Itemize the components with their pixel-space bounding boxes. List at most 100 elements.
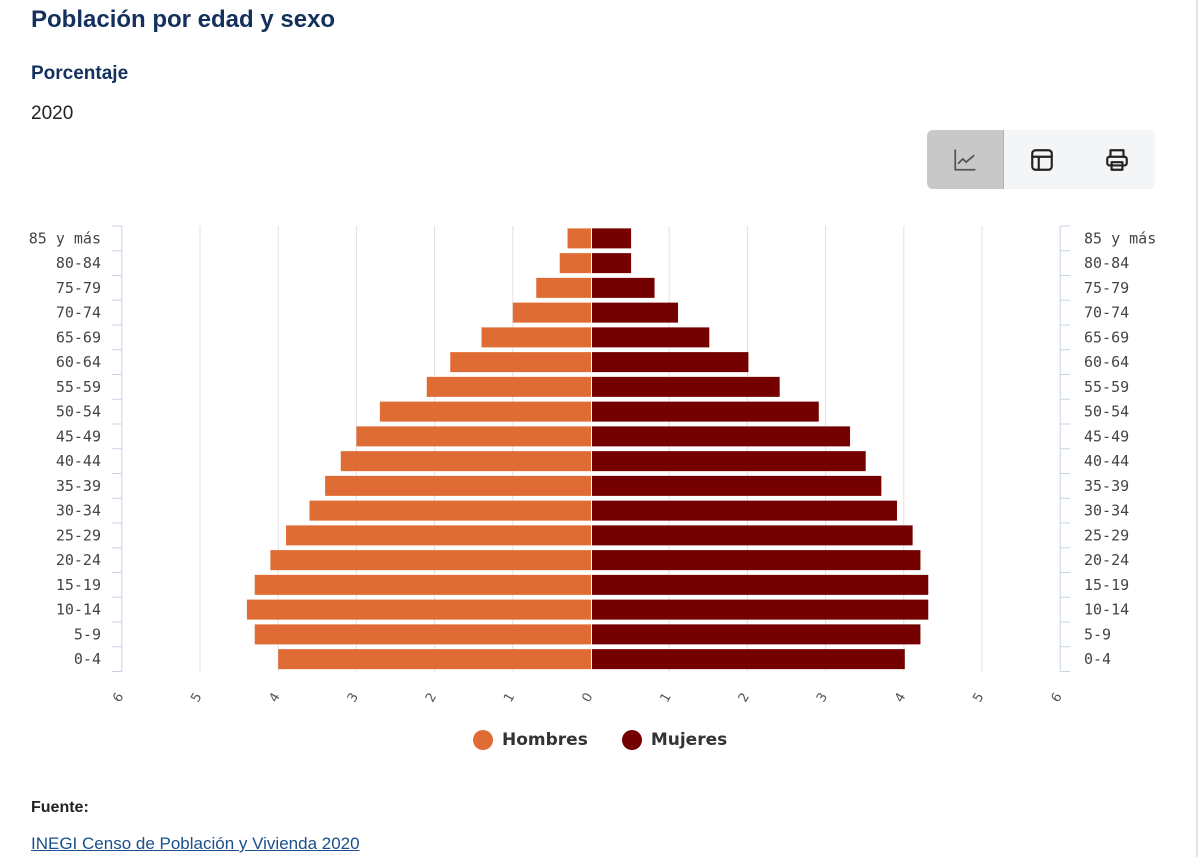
bar-hombres — [356, 426, 591, 447]
category-label-left: 20-24 — [56, 551, 101, 569]
source-label: Fuente: — [31, 799, 89, 816]
bar-hombres — [270, 550, 591, 571]
category-label-left: 65-69 — [56, 328, 101, 346]
x-tick-label: 2 — [736, 690, 753, 705]
category-label-right: 55-59 — [1084, 378, 1129, 396]
category-label-left: 80-84 — [56, 254, 101, 272]
x-tick-label: 2 — [423, 690, 440, 705]
bar-hombres — [450, 352, 591, 373]
category-label-left: 0-4 — [74, 650, 101, 668]
category-label-right: 35-39 — [1084, 477, 1129, 495]
chart-view-button[interactable] — [927, 130, 1004, 189]
category-label-right: 15-19 — [1084, 576, 1129, 594]
category-label-right: 65-69 — [1084, 328, 1129, 346]
bar-mujeres — [592, 352, 749, 373]
category-label-right: 20-24 — [1084, 551, 1129, 569]
chart-toolbar — [927, 130, 1155, 189]
bar-mujeres — [592, 327, 710, 348]
bar-hombres — [254, 624, 592, 645]
x-tick-label: 4 — [892, 690, 909, 705]
x-tick-label: 5 — [188, 690, 205, 705]
category-label-right: 85 y más — [1084, 229, 1156, 247]
bar-hombres — [426, 376, 591, 397]
bar-mujeres — [592, 401, 819, 422]
category-label-right: 50-54 — [1084, 403, 1129, 421]
legend-label-hombres: Hombres — [502, 730, 588, 750]
category-label-left: 85 y más — [29, 229, 101, 247]
x-tick-label: 1 — [501, 690, 518, 705]
print-button[interactable] — [1079, 130, 1155, 189]
legend-item-hombres[interactable]: Hombres — [473, 730, 588, 750]
bar-hombres — [559, 253, 591, 274]
legend-label-mujeres: Mujeres — [650, 730, 728, 750]
bar-mujeres — [592, 624, 921, 645]
category-label-left: 60-64 — [56, 353, 101, 371]
legend-dot-mujeres — [621, 730, 642, 750]
category-label-left: 45-49 — [56, 427, 101, 445]
category-label-right: 10-14 — [1084, 601, 1129, 619]
category-label-right: 0-4 — [1084, 650, 1111, 668]
chart-subtitle: Porcentaje — [31, 63, 129, 84]
x-tick-label: 0 — [579, 690, 596, 705]
bar-mujeres — [592, 649, 905, 670]
bar-hombres — [246, 599, 592, 620]
bar-mujeres — [592, 500, 897, 521]
bar-mujeres — [592, 550, 921, 571]
bar-mujeres — [592, 376, 780, 397]
x-tick-label: 5 — [970, 690, 987, 705]
category-label-right: 75-79 — [1084, 279, 1129, 297]
category-label-right: 5-9 — [1084, 625, 1111, 643]
bar-mujeres — [592, 302, 679, 323]
category-label-left: 5-9 — [74, 625, 101, 643]
bar-hombres — [254, 574, 592, 595]
category-label-right: 40-44 — [1084, 452, 1129, 470]
bar-hombres — [278, 649, 591, 670]
bar-mujeres — [592, 451, 866, 472]
bar-hombres — [309, 500, 591, 521]
bar-hombres — [536, 277, 591, 298]
bar-mujeres — [592, 228, 632, 249]
legend-dot-hombres — [473, 730, 493, 750]
category-label-left: 55-59 — [56, 378, 101, 396]
table-icon — [1030, 148, 1053, 171]
category-label-left: 70-74 — [56, 304, 101, 322]
table-view-button[interactable] — [1004, 130, 1080, 189]
bar-hombres — [379, 401, 591, 422]
bar-mujeres — [592, 277, 655, 298]
category-label-right: 80-84 — [1084, 254, 1129, 272]
chart-legend: Hombres Mujeres — [473, 730, 727, 750]
x-tick-label: 3 — [814, 690, 831, 705]
bar-hombres — [512, 302, 591, 323]
line-chart-icon — [954, 148, 976, 171]
x-tick-label: 3 — [345, 690, 362, 705]
x-tick-label: 4 — [267, 690, 284, 705]
bar-mujeres — [592, 525, 913, 546]
category-label-right: 60-64 — [1084, 353, 1129, 371]
category-label-left: 15-19 — [56, 576, 101, 594]
category-label-left: 40-44 — [56, 452, 101, 470]
category-label-right: 25-29 — [1084, 526, 1129, 544]
category-label-right: 70-74 — [1084, 304, 1129, 322]
bar-hombres — [286, 525, 591, 546]
bar-mujeres — [592, 475, 882, 496]
source-link[interactable]: INEGI Censo de Población y Vivienda 2020 — [31, 834, 360, 853]
bar-mujeres — [592, 599, 929, 620]
category-label-left: 10-14 — [56, 601, 101, 619]
chart-year: 2020 — [31, 103, 74, 124]
category-label-left: 30-34 — [56, 502, 101, 520]
right-divider — [1196, 0, 1198, 857]
x-tick-label: 1 — [658, 690, 675, 705]
bar-hombres — [567, 228, 591, 249]
bar-mujeres — [592, 426, 851, 447]
bar-hombres — [481, 327, 591, 348]
print-icon — [1106, 148, 1129, 171]
legend-item-mujeres[interactable]: Mujeres — [621, 730, 728, 750]
bar-mujeres — [592, 253, 632, 274]
bar-hombres — [325, 475, 591, 496]
x-tick-label: 6 — [110, 690, 127, 705]
bar-hombres — [340, 451, 591, 472]
category-label-right: 45-49 — [1084, 427, 1129, 445]
category-label-left: 50-54 — [56, 403, 101, 421]
category-label-left: 75-79 — [56, 279, 101, 297]
bar-mujeres — [592, 574, 929, 595]
